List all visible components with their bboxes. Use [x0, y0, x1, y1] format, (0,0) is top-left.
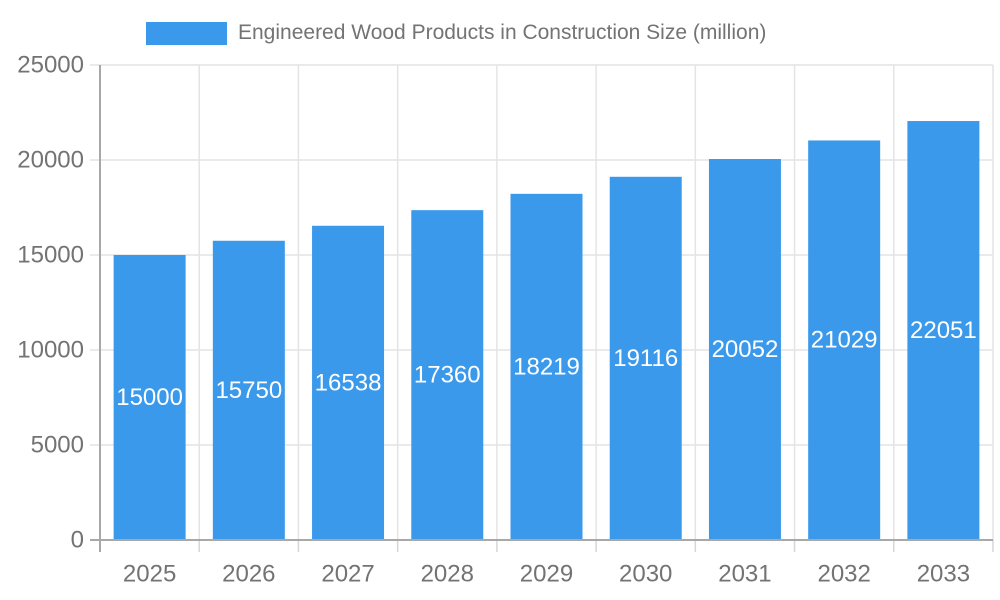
- x-tick-label: 2029: [520, 561, 573, 588]
- legend: Engineered Wood Products in Construction…: [146, 21, 766, 45]
- bar: [312, 225, 385, 540]
- bar: [411, 210, 484, 540]
- x-tick-label: 2025: [123, 561, 176, 588]
- x-tick-label: 2033: [917, 561, 970, 588]
- legend-swatch: [146, 21, 227, 45]
- bar-value-label: 19116: [613, 345, 678, 372]
- y-tick-label: 20000: [17, 147, 84, 174]
- bar: [907, 121, 980, 540]
- y-tick-label: 25000: [17, 52, 84, 79]
- y-tick-label: 0: [71, 527, 84, 554]
- x-tick-label: 2027: [321, 561, 374, 588]
- bar: [808, 140, 881, 540]
- x-tick-label: 2032: [817, 561, 870, 588]
- bar-value-label: 21029: [811, 327, 878, 354]
- bar: [708, 159, 781, 540]
- y-tick-label: 10000: [17, 337, 84, 364]
- y-tick-label: 15000: [17, 242, 84, 269]
- bar-value-label: 15000: [116, 384, 183, 411]
- y-tick-label: 5000: [31, 432, 84, 459]
- bar: [113, 255, 186, 540]
- bar: [609, 176, 682, 540]
- x-tick-label: 2031: [718, 561, 771, 588]
- x-tick-label: 2028: [421, 561, 474, 588]
- legend-label: Engineered Wood Products in Construction…: [238, 21, 767, 44]
- bar-value-label: 20052: [712, 336, 779, 363]
- bar-value-label: 22051: [910, 317, 977, 344]
- bar: [212, 240, 285, 540]
- bar-value-label: 15750: [215, 377, 282, 404]
- bar-value-label: 16538: [315, 369, 382, 396]
- x-tick-label: 2030: [619, 561, 672, 588]
- bar-value-label: 18219: [513, 353, 580, 380]
- bar-value-label: 17360: [414, 362, 481, 389]
- x-tick-label: 2026: [222, 561, 275, 588]
- bar: [510, 193, 583, 541]
